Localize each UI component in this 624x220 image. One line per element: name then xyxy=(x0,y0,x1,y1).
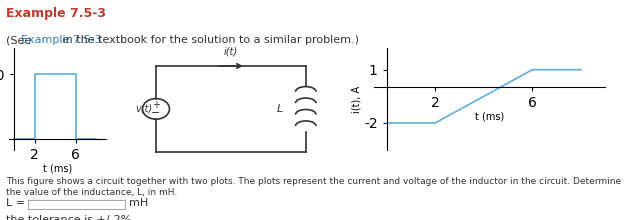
Text: −: − xyxy=(151,108,161,119)
Text: i(t): i(t) xyxy=(224,47,238,57)
Y-axis label: i(t), A: i(t), A xyxy=(351,85,361,113)
Text: This figure shows a circuit together with two plots. The plots represent the cur: This figure shows a circuit together wit… xyxy=(6,177,622,196)
Text: the tolerance is +/-2%: the tolerance is +/-2% xyxy=(6,214,132,220)
X-axis label: t (ms): t (ms) xyxy=(43,163,72,173)
Text: +: + xyxy=(152,100,160,110)
X-axis label: t (ms): t (ms) xyxy=(475,112,504,122)
Text: Example 7.5-3: Example 7.5-3 xyxy=(21,35,101,45)
Text: Example 7.5-3: Example 7.5-3 xyxy=(6,7,106,20)
Text: L: L xyxy=(276,104,283,114)
Text: in the textbook for the solution to a similar problem.): in the textbook for the solution to a si… xyxy=(59,35,359,45)
Text: L =: L = xyxy=(6,198,26,208)
Text: (See: (See xyxy=(6,35,35,45)
Text: mH: mH xyxy=(129,198,149,208)
Text: v(t): v(t) xyxy=(135,104,152,114)
